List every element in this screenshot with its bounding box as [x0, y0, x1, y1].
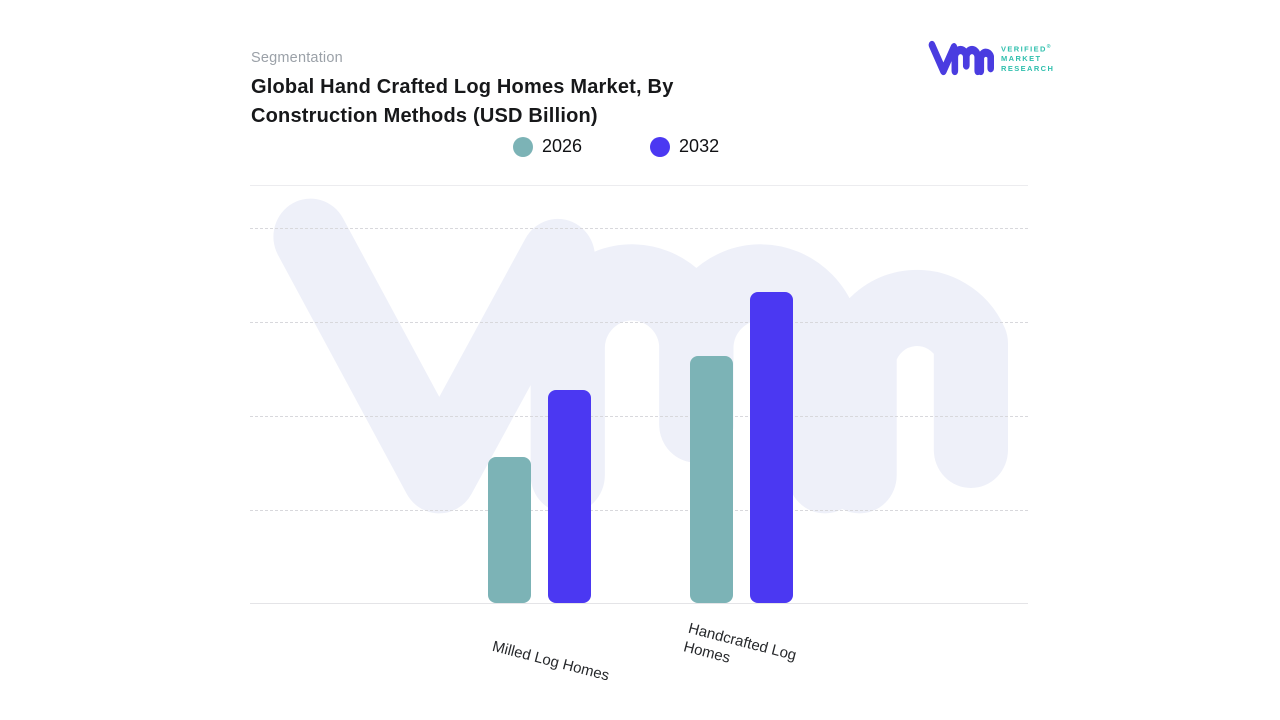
chart-title: Global Hand Crafted Log Homes Market, By… — [251, 76, 674, 127]
header-divider — [250, 185, 1028, 186]
vmr-watermark-icon — [273, 198, 1008, 514]
chart-legend: 2026 2032 — [513, 136, 719, 157]
legend-swatch-2026-icon — [513, 136, 533, 157]
bar-milled-log-homes-2032[interactable] — [547, 390, 591, 603]
gridline — [250, 322, 1028, 323]
vmr-wordmark: VERIFIED® MARKET RESEARCH — [1001, 40, 1054, 73]
x-tick-label-milled-log-homes: Milled Log Homes — [490, 637, 611, 685]
wordmark-line-2: MARKET — [1001, 54, 1042, 63]
gridline — [250, 416, 1028, 417]
wordmark-line-1: VERIFIED — [1001, 44, 1047, 54]
bars-layer — [250, 185, 1028, 604]
gridline — [250, 510, 1028, 511]
bar-handcrafted-log-homes-2026[interactable] — [689, 356, 733, 603]
x-axis-line — [250, 603, 1028, 604]
registered-mark: ® — [1046, 44, 1051, 50]
legend-label-2032: 2032 — [679, 136, 720, 156]
x-tick-label-handcrafted-log-homes: Handcrafted Log Homes — [681, 619, 799, 667]
legend-item-2026[interactable]: 2026 — [513, 136, 582, 157]
legend-item-2032[interactable]: 2032 — [650, 136, 719, 157]
plot-area — [250, 185, 1028, 604]
gridline — [250, 228, 1028, 229]
bar-milled-log-homes-2026[interactable] — [487, 457, 531, 603]
wordmark-line-3: RESEARCH — [1001, 63, 1055, 73]
bar-handcrafted-log-homes-2032[interactable] — [749, 292, 793, 603]
legend-swatch-2032-icon — [650, 136, 671, 157]
segmentation-kicker: Segmentation — [251, 50, 343, 66]
legend-label-2026: 2026 — [542, 136, 583, 156]
vmr-monogram-icon — [928, 40, 994, 76]
vmr-logo: VERIFIED® MARKET RESEARCH — [928, 40, 1054, 76]
